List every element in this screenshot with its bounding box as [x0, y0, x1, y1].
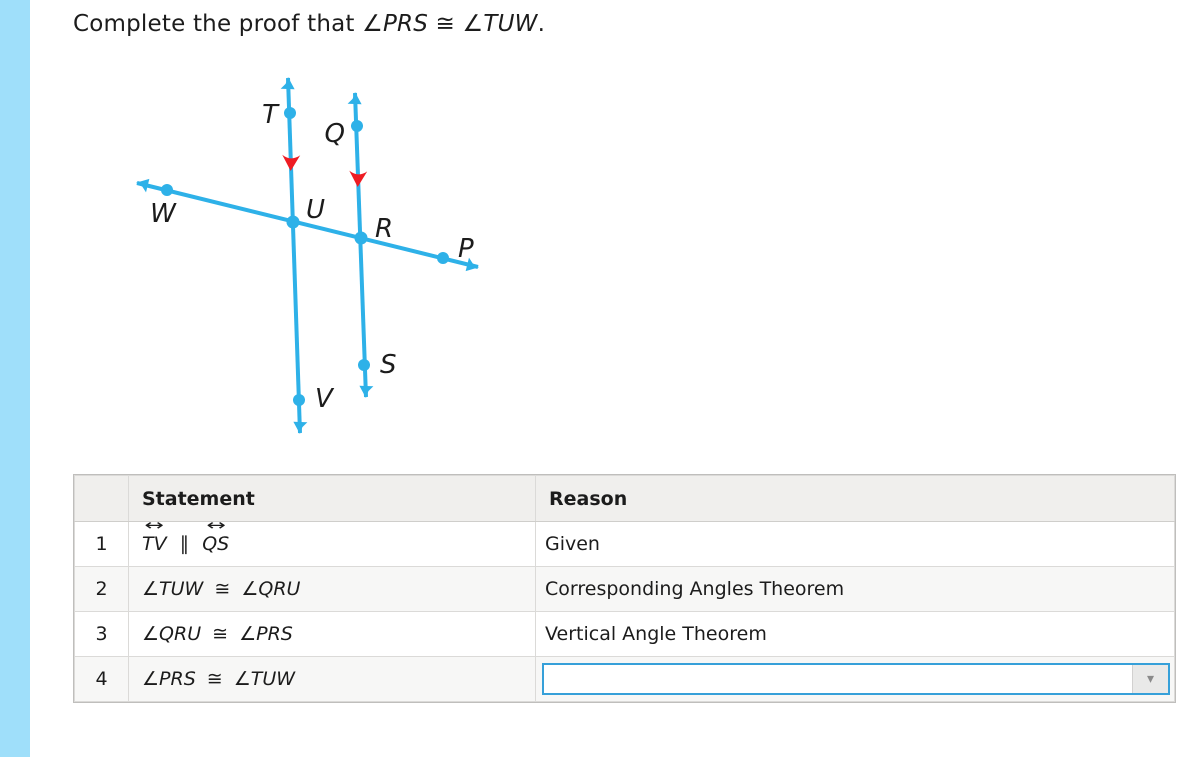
point-p	[437, 252, 449, 264]
statement-text: ∠PRS ≅ ∠TUW	[142, 668, 296, 690]
point-t	[284, 107, 296, 119]
reason-cell: Corresponding Angles Theorem	[535, 566, 1175, 612]
double-arrow-overline-icon: ↔	[205, 516, 226, 534]
label-w: W	[150, 199, 177, 229]
table-row: 4 ∠PRS ≅ ∠TUW ▾	[74, 656, 1175, 702]
point-u	[286, 215, 300, 229]
table-row: 2 ∠TUW ≅ ∠QRU Corresponding Angles Theorem	[74, 566, 1175, 612]
point-r	[354, 231, 368, 245]
reason-cell: Vertical Angle Theorem	[535, 611, 1175, 657]
statement-text: ∠TUW ≅ ∠QRU	[142, 578, 301, 600]
reason-cell: ▾	[535, 656, 1175, 702]
title-math: ∠PRS ≅ ∠TUW	[362, 11, 538, 37]
geometry-diagram: T Q W U R P S V	[100, 55, 520, 455]
point-v	[293, 394, 305, 406]
statement-cell: ∠PRS ≅ ∠TUW	[128, 656, 536, 702]
row-number: 2	[74, 566, 129, 612]
page-title: Complete the proof that ∠PRS ≅ ∠TUW.	[73, 11, 545, 37]
point-labels: T Q W U R P S V	[150, 100, 474, 414]
title-suffix: .	[537, 11, 546, 37]
label-q: Q	[325, 119, 345, 149]
line-tv	[286, 77, 302, 434]
line-notation: ↔ TV	[142, 516, 167, 555]
number-column-header	[74, 475, 129, 522]
label-p: P	[458, 234, 474, 264]
line-notation: ↔ QS	[202, 516, 230, 555]
statement-cell: ∠TUW ≅ ∠QRU	[128, 566, 536, 612]
parallel-mark-icons	[282, 154, 368, 187]
left-accent-bar	[0, 0, 30, 757]
point-w	[161, 184, 173, 196]
table-row: 3 ∠QRU ≅ ∠PRS Vertical Angle Theorem	[74, 611, 1175, 657]
proof-table-container: Statement Reason 1 ↔ TV ∥ ↔ QS Given 2 ∠TUW ≅ …	[73, 474, 1176, 703]
dropdown-arrow-icon: ▾	[1146, 671, 1155, 687]
point-q	[351, 120, 363, 132]
row-number: 1	[74, 521, 129, 567]
parallel-symbol: ∥	[168, 533, 201, 555]
line-wp-transversal	[136, 181, 479, 269]
dropdown-selected-value[interactable]	[544, 665, 1132, 693]
reason-dropdown[interactable]: ▾	[542, 663, 1170, 695]
point-s	[358, 359, 370, 371]
label-r: R	[375, 214, 393, 244]
table-row: 1 ↔ TV ∥ ↔ QS Given	[74, 516, 1175, 567]
row-number: 4	[74, 656, 129, 702]
statement-text: QS	[202, 533, 230, 555]
proof-table: Statement Reason 1 ↔ TV ∥ ↔ QS Given 2 ∠TUW ≅ …	[74, 475, 1175, 702]
parallel-mark-icon	[282, 154, 301, 171]
dropdown-button[interactable]: ▾	[1132, 665, 1168, 693]
statement-text: ∠QRU ≅ ∠PRS	[142, 623, 293, 645]
parallel-mark-icon	[349, 170, 368, 187]
label-u: U	[306, 195, 325, 225]
parallel-lines-figure: T Q W U R P S V	[136, 77, 479, 434]
line-qs	[353, 92, 368, 398]
points	[161, 107, 449, 406]
ray-arrowhead-icons	[136, 77, 479, 434]
double-arrow-overline-icon: ↔	[144, 516, 165, 534]
title-prefix: Complete the proof that	[73, 11, 363, 37]
label-v: V	[315, 384, 335, 414]
proof-table-body: 1 ↔ TV ∥ ↔ QS Given 2 ∠TUW ≅ ∠QRU Corresponding…	[74, 516, 1175, 702]
statement-column-header: Statement	[128, 475, 536, 522]
statement-cell: ↔ TV ∥ ↔ QS	[128, 516, 536, 567]
statement-text: TV	[142, 533, 167, 555]
header-row: Statement Reason	[74, 475, 1175, 522]
statement-cell: ∠QRU ≅ ∠PRS	[128, 611, 536, 657]
row-number: 3	[74, 611, 129, 657]
label-s: S	[380, 350, 397, 380]
reason-column-header: Reason	[535, 475, 1175, 522]
reason-cell: Given	[535, 521, 1175, 567]
label-t: T	[262, 100, 280, 130]
